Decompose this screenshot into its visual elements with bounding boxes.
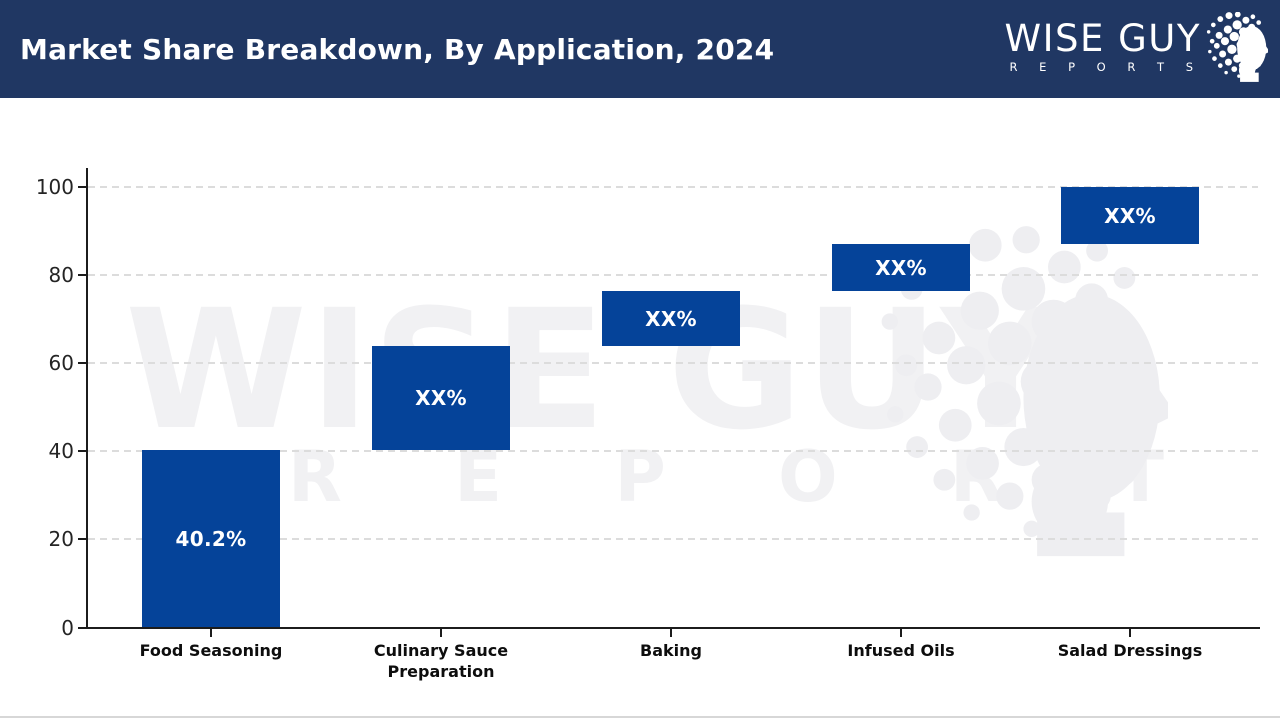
bar-value-label: XX%: [875, 255, 927, 280]
x-tick: [1129, 629, 1131, 637]
x-axis-label: Culinary Sauce Preparation: [373, 641, 509, 681]
bar-value-label: XX%: [1104, 203, 1156, 228]
logo-dotted-head-icon: [1206, 12, 1268, 82]
bar-segment: XX%: [832, 244, 970, 292]
page-title: Market Share Breakdown, By Application, …: [20, 32, 775, 66]
x-axis-label: Baking: [640, 641, 702, 660]
logo-text: WISE GUY R E P O R T S: [1004, 16, 1203, 75]
y-gridline: [88, 450, 1258, 453]
x-axis-label: Infused Oils: [847, 641, 955, 660]
y-tick: [78, 450, 86, 453]
bar-segment: 40.2%: [142, 450, 280, 628]
bar-value-label: XX%: [645, 306, 697, 331]
y-tick: [78, 538, 86, 541]
x-tick: [210, 629, 212, 637]
y-tick-label: 80: [48, 263, 74, 288]
y-tick: [78, 362, 86, 365]
x-axis-line: [86, 627, 1260, 629]
y-gridline: [88, 186, 1258, 188]
y-tick: [78, 186, 86, 188]
bar-value-label: XX%: [415, 386, 467, 411]
bar-segment: XX%: [602, 291, 740, 346]
bar-value-label: 40.2%: [175, 526, 247, 551]
y-gridline: [88, 538, 1258, 541]
wiseguy-logo: WISE GUY R E P O R T S: [1004, 12, 1268, 82]
bar-segment: XX%: [1061, 187, 1199, 245]
x-tick: [670, 629, 672, 637]
x-axis-label: Salad Dressings: [1057, 641, 1203, 660]
bottom-border: [0, 716, 1280, 718]
y-gridline: [88, 362, 1258, 365]
x-axis-label: Food Seasoning: [139, 641, 283, 660]
bar-segment: XX%: [372, 346, 510, 451]
y-tick-label: 40: [48, 439, 74, 464]
logo-subtitle: R E P O R T S: [1009, 60, 1202, 75]
x-tick: [900, 629, 902, 637]
y-tick: [78, 274, 86, 277]
watermark-dotted-head: [881, 226, 1168, 557]
y-axis-line: [86, 168, 88, 629]
y-tick-label: 100: [35, 175, 74, 199]
y-gridline: [88, 274, 1258, 277]
header-bar: Market Share Breakdown, By Application, …: [0, 0, 1280, 98]
y-tick-label: 20: [48, 527, 74, 552]
y-tick-label: 60: [48, 351, 74, 376]
y-tick-label: 0: [61, 615, 74, 640]
y-tick: [78, 626, 86, 629]
x-tick: [440, 629, 442, 637]
logo-wordmark: WISE GUY: [1004, 16, 1201, 60]
